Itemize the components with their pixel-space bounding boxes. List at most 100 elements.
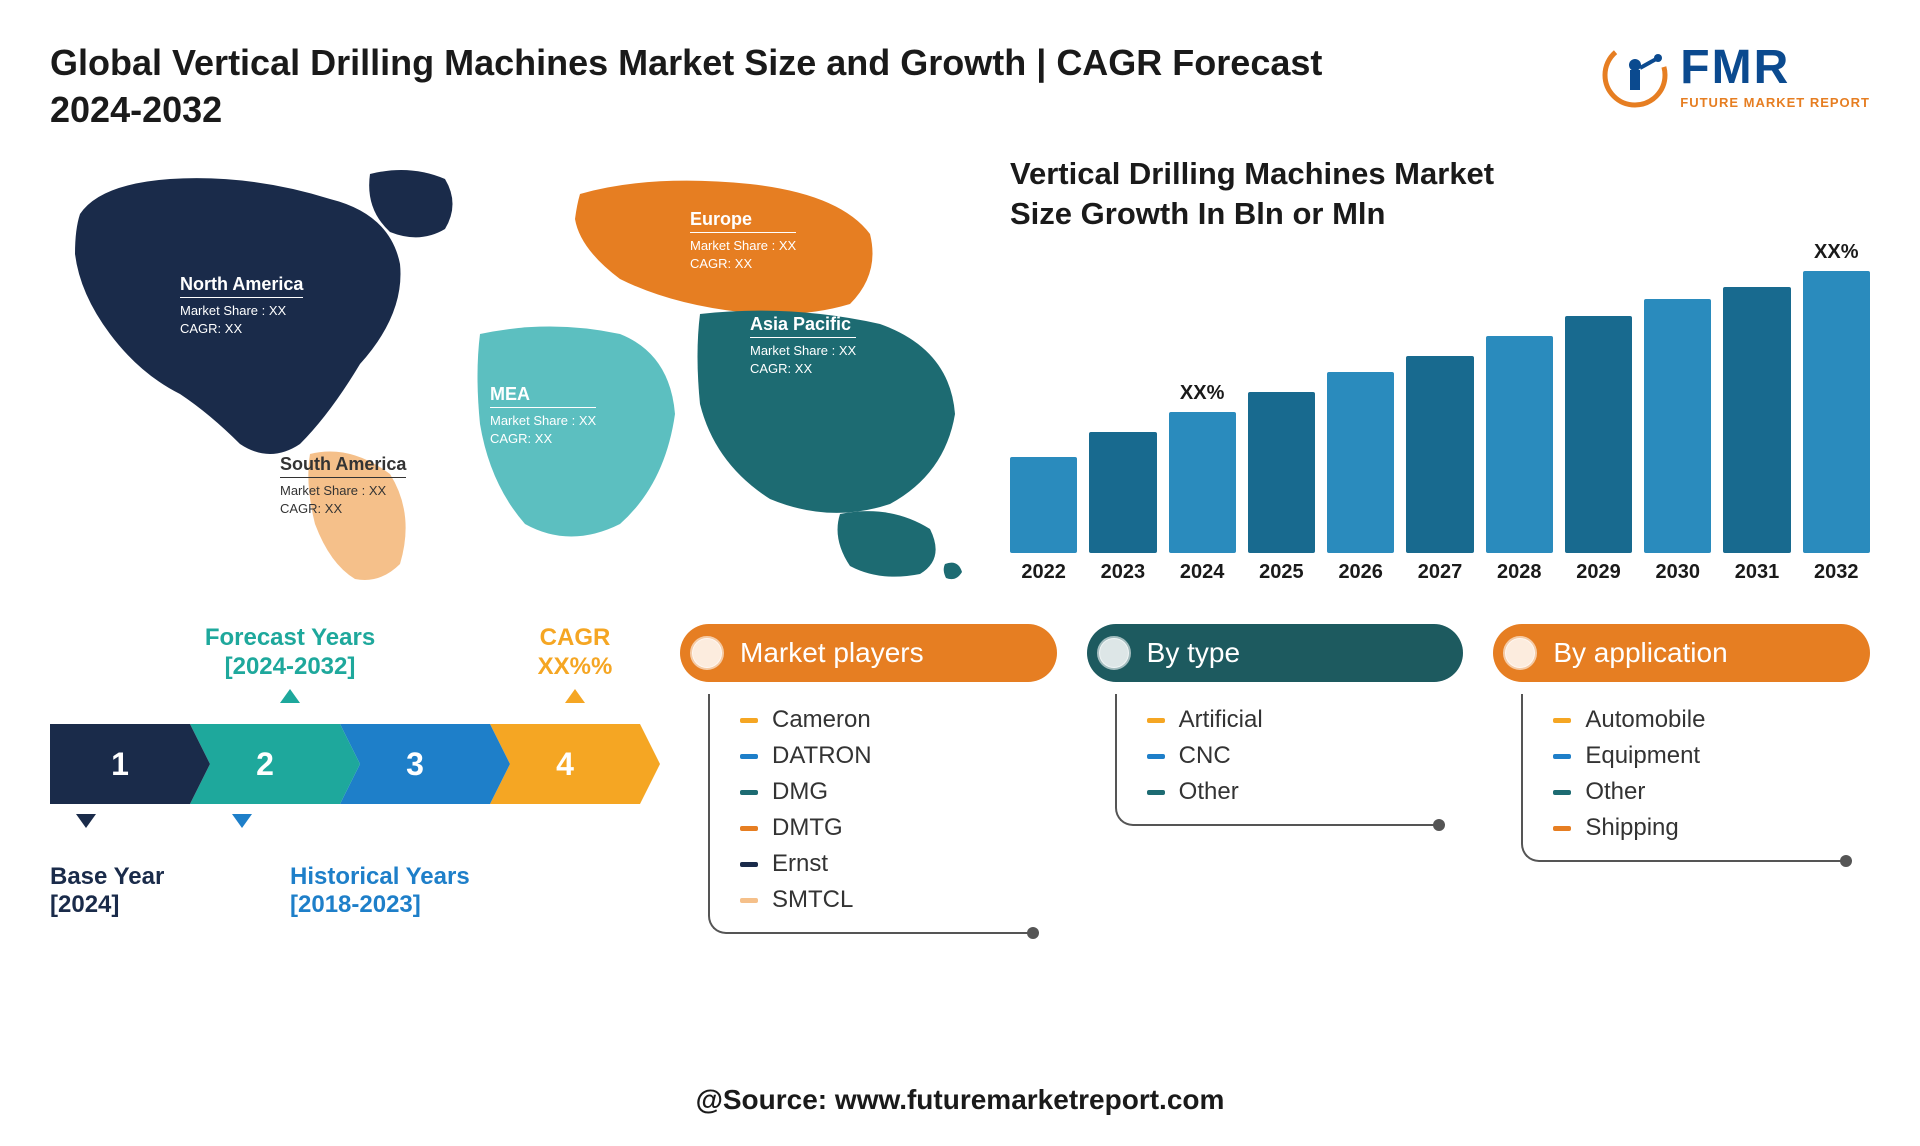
cagr-text: CAGR <box>540 624 611 651</box>
forecast-text: Forecast Years <box>205 624 375 651</box>
category-box: Market players Cameron DATRONDMGDMTG Ernst S… <box>680 624 1057 934</box>
bar-label: 2031 <box>1735 561 1780 584</box>
chevron-bar: 1234 <box>50 724 650 804</box>
bar <box>1089 432 1156 553</box>
logo: FMR FUTURE MARKET REPORT <box>1600 40 1870 110</box>
dash-icon <box>740 718 758 723</box>
bar <box>1248 392 1315 553</box>
region-label: EuropeMarket Share : XXCAGR: XX <box>690 209 796 273</box>
chevron-step: 4 <box>490 724 640 804</box>
list-item: Other <box>1553 774 1830 810</box>
pill-header: Market players <box>680 624 1057 682</box>
bar-column: 2027 <box>1406 356 1473 584</box>
region-name: North America <box>180 274 303 298</box>
pill-header: By type <box>1087 624 1464 682</box>
pill-title: By application <box>1553 637 1727 669</box>
dash-icon <box>740 898 758 903</box>
list-item: Cameron <box>740 702 1017 738</box>
item-label: Other <box>1179 778 1239 806</box>
bar-label: 2032 <box>1814 561 1859 584</box>
dash-icon <box>740 754 758 759</box>
region-cagr: CAGR: XX <box>180 320 303 338</box>
list-item: DMTG <box>740 810 1017 846</box>
bar-label: 2030 <box>1656 561 1701 584</box>
list-item: CNC <box>1147 738 1424 774</box>
dash-icon <box>1147 718 1165 723</box>
item-label: CNC <box>1179 742 1231 770</box>
chevron-step: 2 <box>190 724 340 804</box>
bar-column: 2023 <box>1089 432 1156 584</box>
list-item: DMG <box>740 774 1017 810</box>
dash-icon <box>1553 826 1571 831</box>
bar-chart: Vertical Drilling Machines Market Size G… <box>1010 154 1870 585</box>
logo-sub-text: FUTURE MARKET REPORT <box>1680 95 1870 110</box>
region-cagr: CAGR: XX <box>280 500 406 518</box>
header: Global Vertical Drilling Machines Market… <box>50 40 1870 134</box>
bar-column: 2025 <box>1248 392 1315 584</box>
pill-title: Market players <box>740 637 924 669</box>
bar <box>1565 316 1632 554</box>
base-year-label: Base Year [2024] <box>50 863 230 919</box>
logo-icon <box>1600 40 1670 110</box>
list-item: Automobile <box>1553 702 1830 738</box>
dash-icon <box>1147 754 1165 759</box>
bar-label: 2024 <box>1180 561 1225 584</box>
hist-text: Historical Years <box>290 863 470 890</box>
region-cagr: CAGR: XX <box>690 255 796 273</box>
region-label: Asia PacificMarket Share : XXCAGR: XX <box>750 314 856 378</box>
item-label: Shipping <box>1585 814 1678 842</box>
bar <box>1327 372 1394 553</box>
bar-label: 2025 <box>1259 561 1304 584</box>
bar-column: 2028 <box>1486 336 1553 585</box>
triangle-down-icon <box>232 814 252 828</box>
region-name: South America <box>280 454 406 478</box>
list-item: Ernst <box>740 846 1017 882</box>
region-name: MEA <box>490 384 596 408</box>
pill-header: By application <box>1493 624 1870 682</box>
bar-column: 2029 <box>1565 316 1632 585</box>
region-share: Market Share : XX <box>750 342 856 360</box>
bar <box>1803 271 1870 553</box>
dash-icon <box>740 862 758 867</box>
region-label: MEAMarket Share : XXCAGR: XX <box>490 384 596 448</box>
pill-list: Automobile Equipment Other Shipping <box>1521 694 1850 862</box>
item-label: Other <box>1585 778 1645 806</box>
list-item: DATRON <box>740 738 1017 774</box>
dash-icon <box>740 790 758 795</box>
bar <box>1406 356 1473 553</box>
pills-row: Market players Cameron DATRONDMGDMTG Ernst S… <box>680 624 1870 934</box>
base-text: Base Year <box>50 863 164 890</box>
region-label: South AmericaMarket Share : XXCAGR: XX <box>280 454 406 518</box>
list-item: Equipment <box>1553 738 1830 774</box>
item-label: Equipment <box>1585 742 1700 770</box>
list-item: Artificial <box>1147 702 1424 738</box>
item-label: Automobile <box>1585 706 1705 734</box>
item-label: Cameron <box>772 706 871 734</box>
bar-label: 2029 <box>1576 561 1621 584</box>
bar-annotation: XX% <box>1814 241 1858 264</box>
triangle-up-icon <box>565 689 585 703</box>
bars-container: 20222023XX%20242025202620272028202920302… <box>1010 254 1870 584</box>
item-label: SMTCL <box>772 886 853 914</box>
list-item: Shipping <box>1553 810 1830 846</box>
forecast-range: [2024-2032] <box>225 653 356 680</box>
bar <box>1486 336 1553 554</box>
region-share: Market Share : XX <box>180 302 303 320</box>
dot-icon <box>692 638 722 668</box>
bar-column: XX%2032 <box>1803 271 1870 584</box>
region-name: Europe <box>690 209 796 233</box>
source-attribution: @Source: www.futuremarketreport.com <box>0 1084 1920 1116</box>
bar <box>1169 412 1236 553</box>
forecast-label: Forecast Years [2024-2032] <box>140 624 440 710</box>
dash-icon <box>1553 790 1571 795</box>
region-name: Asia Pacific <box>750 314 856 338</box>
chevron-step: 1 <box>50 724 190 804</box>
item-label: Ernst <box>772 850 828 878</box>
bar-label: 2028 <box>1497 561 1542 584</box>
bar-column: 2030 <box>1644 299 1711 584</box>
dash-icon <box>740 826 758 831</box>
cagr-value: XX%% <box>538 653 613 680</box>
bar-label: 2022 <box>1021 561 1066 584</box>
bar <box>1010 457 1077 554</box>
region-cagr: CAGR: XX <box>490 430 596 448</box>
